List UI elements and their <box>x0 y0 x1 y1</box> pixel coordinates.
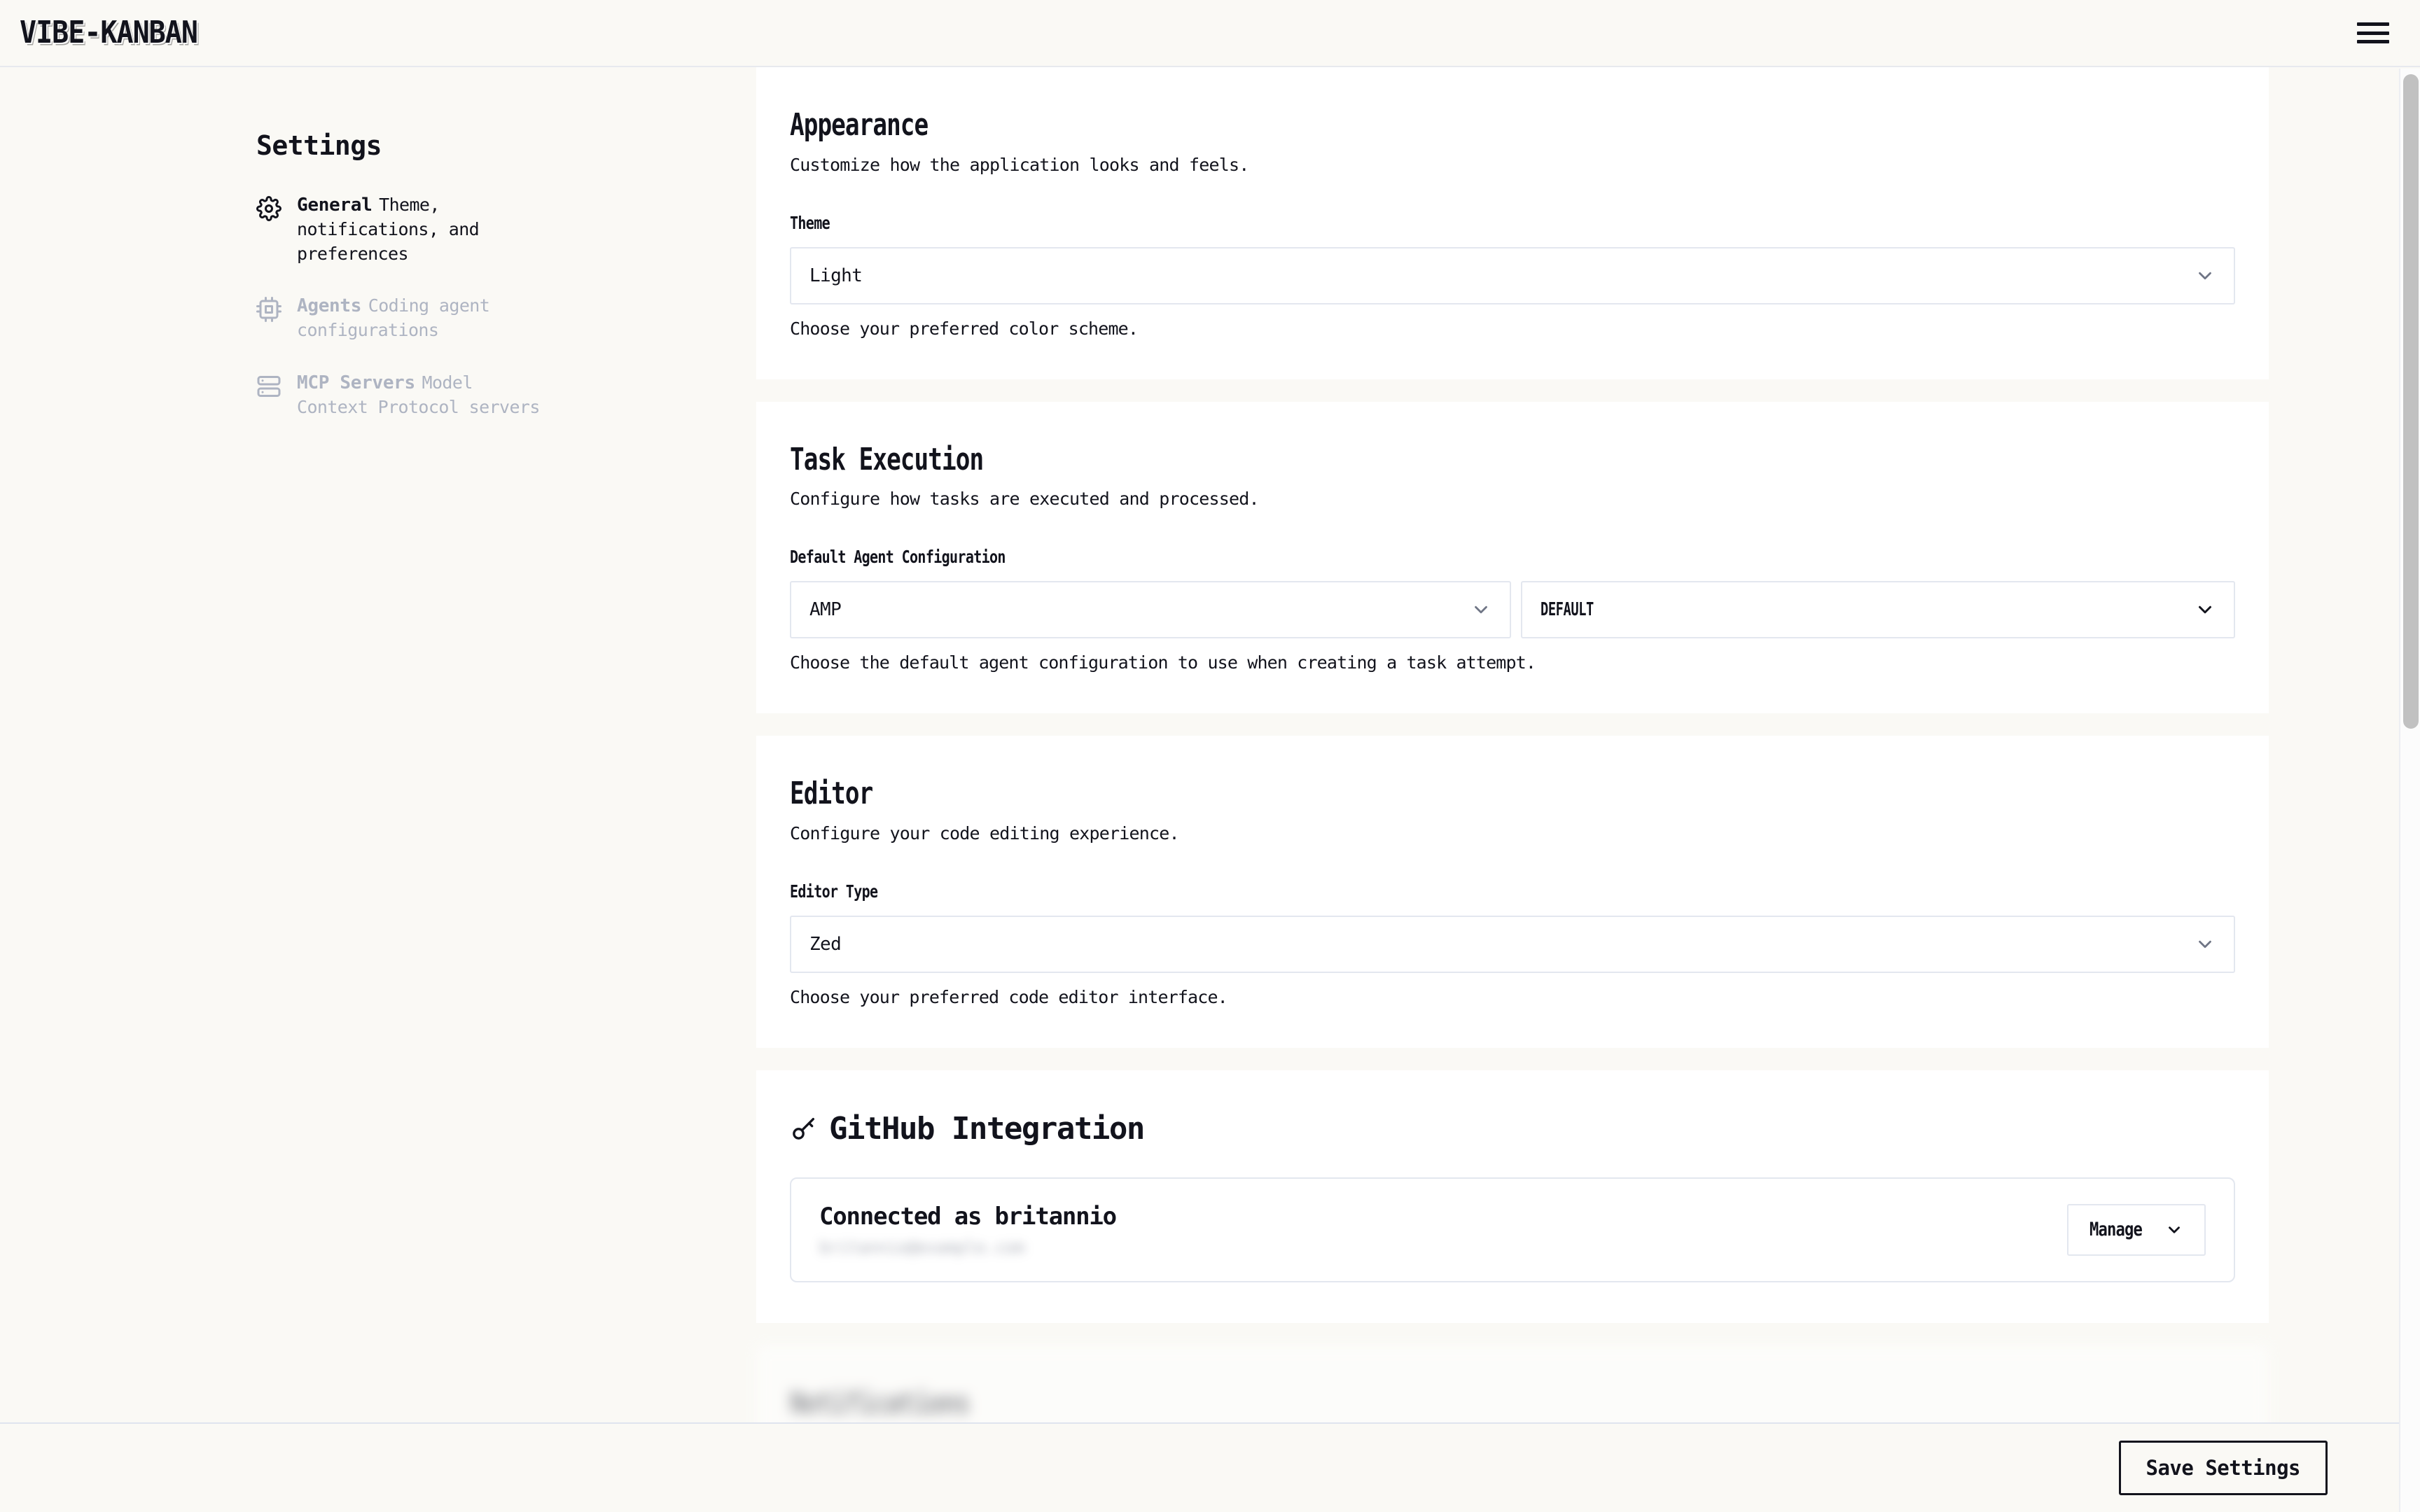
cpu-icon <box>256 297 281 323</box>
hamburger-line <box>2357 40 2389 43</box>
sidebar-item-description: Coding agent configurations <box>297 295 490 341</box>
scrollbar-thumb[interactable] <box>2403 74 2419 729</box>
hamburger-line <box>2357 31 2389 35</box>
vertical-scrollbar[interactable] <box>2399 69 2420 1512</box>
editor-card: Editor Configure your code editing exper… <box>756 736 2269 1048</box>
save-settings-button[interactable]: Save Settings <box>2118 1441 2328 1495</box>
task-execution-inner: Task Execution Configure how tasks are e… <box>790 442 2235 673</box>
app-logo[interactable]: VIBE-KANBAN <box>20 15 198 50</box>
chevron-down-icon <box>2195 599 2216 620</box>
sidebar-item-mcp-text: MCP Servers Model Context Protocol serve… <box>297 371 550 420</box>
sidebar-item-label: General <box>297 195 373 216</box>
hamburger-icon[interactable] <box>2357 20 2389 46</box>
editor-type-help: Choose your preferred code editor interf… <box>790 986 1228 1007</box>
chevron-down-icon <box>2195 265 2216 286</box>
appearance-card: Appearance Customize how the application… <box>756 67 2269 379</box>
page-title: Settings <box>256 130 382 161</box>
appearance-subtitle: Customize how the application looks and … <box>790 154 1249 175</box>
sidebar-item-mcp-servers[interactable]: MCP Servers Model Context Protocol serve… <box>256 371 550 420</box>
variant-select-wrap: DEFAULT <box>1521 581 2235 639</box>
editor-subtitle: Configure your code editing experience. <box>790 822 1180 844</box>
editor-type-select[interactable]: Zed <box>790 915 2235 973</box>
editor-inner: Editor Configure your code editing exper… <box>790 776 2235 1007</box>
agent-variant-value: DEFAULT <box>1541 599 1594 621</box>
manage-button[interactable]: Manage <box>2067 1203 2206 1256</box>
sidebar-item-general[interactable]: General Theme, notifications, and prefer… <box>256 193 550 266</box>
sidebar-item-general-text: General Theme, notifications, and prefer… <box>297 193 550 266</box>
agent-select-row: AMP DEFAULT <box>790 581 2235 639</box>
default-agent-label: Default Agent Configuration <box>790 547 1006 568</box>
sidebar-item-description: Model Context Protocol servers <box>297 372 540 417</box>
app-header: VIBE-KANBAN <box>0 0 2420 67</box>
sidebar-item-agents[interactable]: Agents Coding agent configurations <box>256 294 550 343</box>
github-account-info: Connected as britannio britannio@example… <box>819 1202 1117 1257</box>
editor-title: Editor <box>790 776 873 812</box>
task-execution-card: Task Execution Configure how tasks are e… <box>756 401 2269 714</box>
sidebar-item-description: Theme, notifications, and preferences <box>297 195 480 264</box>
default-agent-help: Choose the default agent configuration t… <box>790 652 1536 673</box>
agent-select-value: AMP <box>809 599 842 621</box>
github-title: GitHub Integration <box>829 1110 1145 1147</box>
github-connected-status: Connected as britannio <box>819 1202 1117 1231</box>
chevron-down-icon <box>1470 599 1491 620</box>
task-execution-title: Task Execution <box>790 441 984 477</box>
settings-page: Settings General Theme, notifications, a… <box>0 67 2420 1512</box>
notifications-title: Notifications <box>790 1385 970 1421</box>
appearance-inner: Appearance Customize how the application… <box>790 107 2235 339</box>
github-integration-card: GitHub Integration Connected as britanni… <box>756 1070 2269 1323</box>
theme-help: Choose your preferred color scheme. <box>790 318 1139 339</box>
hamburger-line <box>2357 22 2389 26</box>
github-inner: GitHub Integration Connected as britanni… <box>790 1111 2235 1282</box>
github-title-row: GitHub Integration <box>790 1111 2235 1147</box>
sidebar-item-label: MCP Servers <box>297 372 415 393</box>
settings-content: Appearance Customize how the application… <box>644 67 2381 1512</box>
github-account-card: Connected as britannio britannio@example… <box>790 1177 2235 1282</box>
sidebar-item-label: Agents <box>297 295 362 317</box>
sidebar-item-agents-text: Agents Coding agent configurations <box>297 294 550 343</box>
settings-footer: Save Settings <box>0 1422 2420 1512</box>
chevron-down-icon <box>2165 1221 2183 1239</box>
theme-select[interactable]: Light <box>790 246 2235 304</box>
appearance-title: Appearance <box>790 107 929 143</box>
server-icon <box>256 374 281 399</box>
settings-sidebar: Settings General Theme, notifications, a… <box>0 67 644 447</box>
chevron-down-icon <box>2195 934 2216 955</box>
task-execution-subtitle: Configure how tasks are executed and pro… <box>790 489 1260 510</box>
agent-select[interactable]: AMP <box>790 581 1511 639</box>
save-settings-label: Save Settings <box>2146 1456 2301 1480</box>
agent-select-wrap: AMP <box>790 581 1511 639</box>
editor-type-value: Zed <box>809 933 842 955</box>
key-icon <box>790 1114 818 1142</box>
editor-type-label: Editor Type <box>790 881 878 902</box>
editor-type-field: Editor Type Zed Choose your preferred co… <box>790 881 2235 1007</box>
theme-select-value: Light <box>809 265 863 286</box>
gear-icon <box>256 196 281 221</box>
theme-field: Theme Light Choose your preferred color … <box>790 213 2235 339</box>
agent-variant-select[interactable]: DEFAULT <box>1521 581 2235 639</box>
manage-button-label: Manage <box>2089 1219 2143 1241</box>
github-account-detail: britannio@example.com <box>819 1237 1024 1257</box>
theme-label: Theme <box>790 212 830 233</box>
default-agent-field: Default Agent Configuration AMP <box>790 547 2235 673</box>
